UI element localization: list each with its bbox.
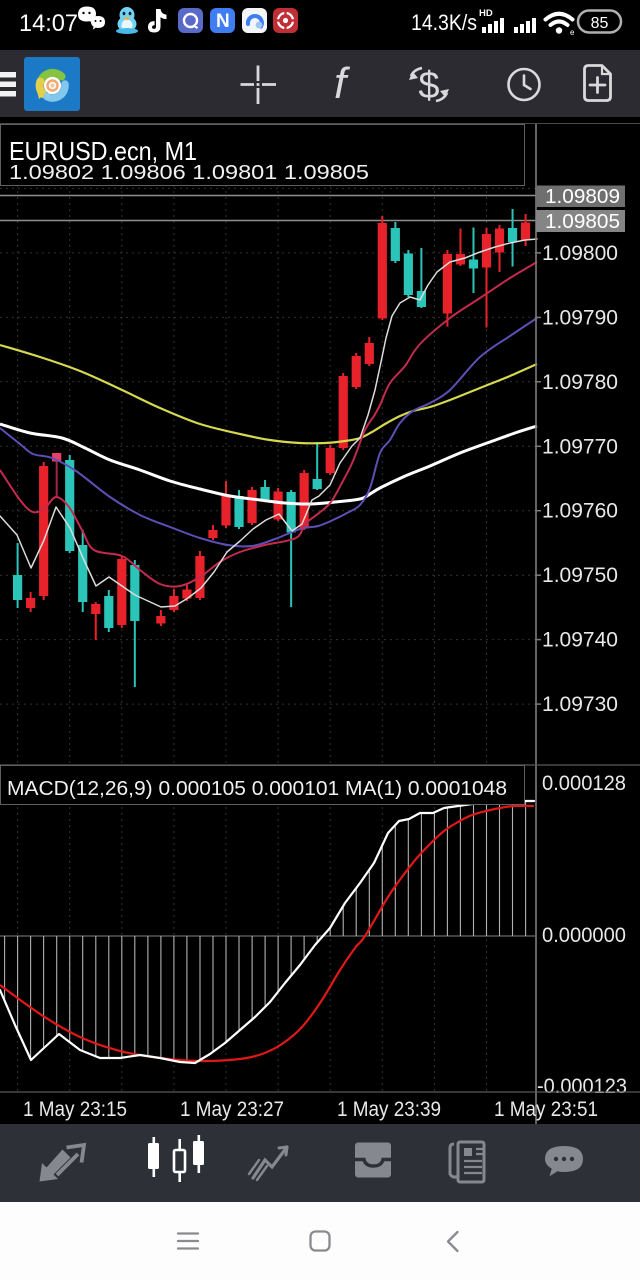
svg-text:0.000128: 0.000128 xyxy=(542,772,626,795)
svg-text:1.09790: 1.09790 xyxy=(542,306,618,329)
svg-text:0.000000: 0.000000 xyxy=(542,924,626,947)
svg-text:1.09750: 1.09750 xyxy=(542,564,618,587)
svg-text:$: $ xyxy=(418,65,439,107)
svg-text:14:07: 14:07 xyxy=(19,10,78,37)
svg-text:HD: HD xyxy=(479,8,493,19)
svg-text:1.09780: 1.09780 xyxy=(542,371,618,394)
svg-text:1.09740: 1.09740 xyxy=(542,629,618,652)
svg-text:1.09809: 1.09809 xyxy=(545,185,620,208)
svg-text:14.3K/s: 14.3K/s xyxy=(411,10,477,35)
svg-text:-0.000123: -0.000123 xyxy=(537,1075,627,1098)
svg-text:e: e xyxy=(570,28,575,37)
svg-text:MACD(12,26,9) 0.000105 0.00010: MACD(12,26,9) 0.000105 0.000101 MA(1) 0.… xyxy=(7,778,507,800)
svg-text:1 May 23:51: 1 May 23:51 xyxy=(494,1098,598,1121)
svg-text:1 May 23:27: 1 May 23:27 xyxy=(180,1098,284,1121)
svg-text:1 May 23:39: 1 May 23:39 xyxy=(337,1098,441,1121)
svg-text:1.09805: 1.09805 xyxy=(545,210,620,233)
svg-text:85: 85 xyxy=(591,15,609,32)
svg-text:N: N xyxy=(216,11,230,32)
svg-text:1.09802 1.09806 1.09801 1.0980: 1.09802 1.09806 1.09801 1.09805 xyxy=(9,161,369,184)
svg-text:1 May 23:15: 1 May 23:15 xyxy=(23,1098,127,1121)
svg-text:1.09800: 1.09800 xyxy=(542,242,618,265)
svg-text:1.09730: 1.09730 xyxy=(542,693,618,716)
svg-text:EURUSD.ecn, M1: EURUSD.ecn, M1 xyxy=(9,136,197,166)
svg-text:1.09760: 1.09760 xyxy=(542,500,618,523)
svg-text:1.09770: 1.09770 xyxy=(542,435,618,458)
